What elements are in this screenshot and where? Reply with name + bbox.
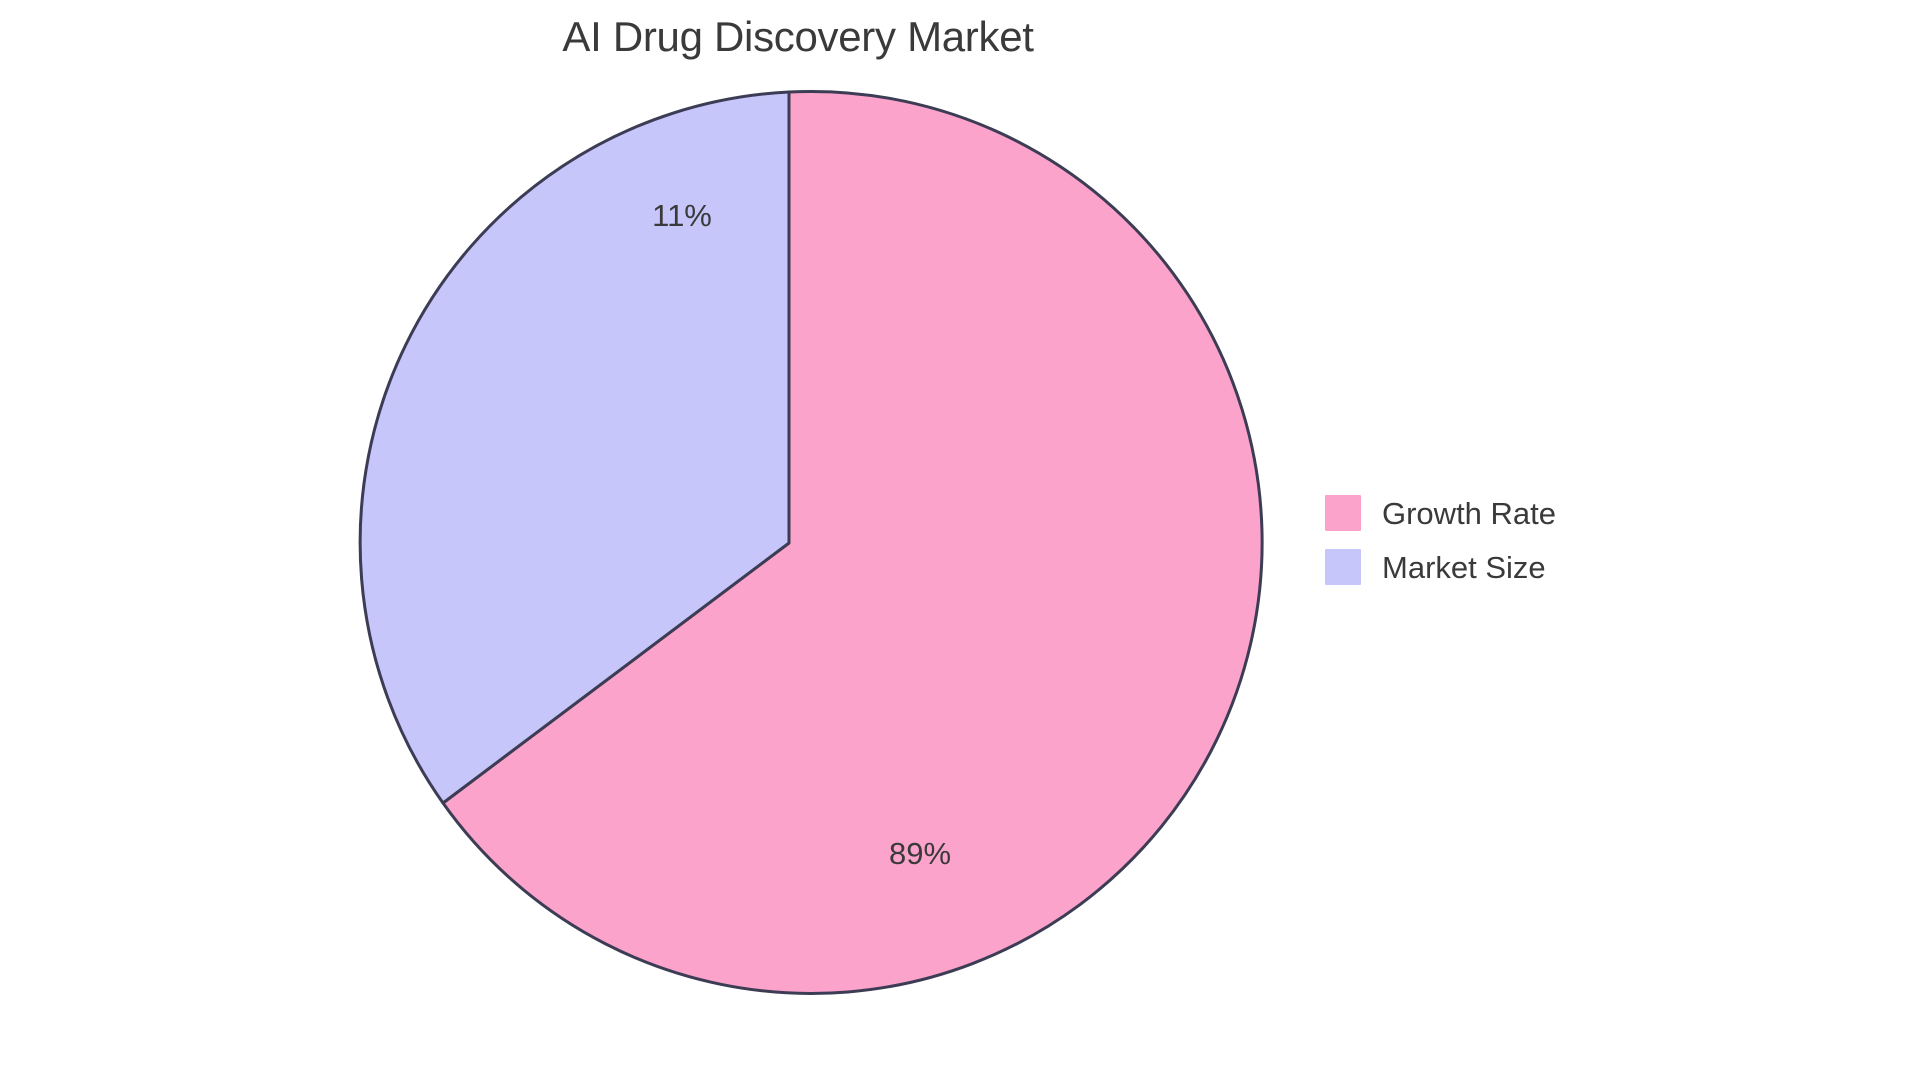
legend-label-market-size: Market Size: [1382, 549, 1546, 585]
legend-item-market-size[interactable]: Market Size: [1325, 549, 1556, 585]
slice-label-growth-rate: 89%: [889, 836, 951, 871]
pie-slice-labels: 89% 11%: [652, 198, 951, 871]
pie-slice-market-size[interactable]: [358, 90, 791, 805]
slice-label-market-size: 11%: [652, 198, 712, 233]
legend-swatch-market-size: [1325, 549, 1361, 585]
chart-legend: Growth Rate Market Size: [1325, 495, 1556, 585]
pie-slice-growth-rate[interactable]: [441, 89, 1264, 995]
pie-slices: [358, 89, 1264, 995]
legend-item-growth-rate[interactable]: Growth Rate: [1325, 495, 1556, 531]
chart-title: AI Drug Discovery Market: [562, 13, 1034, 60]
legend-swatch-growth-rate: [1325, 495, 1361, 531]
legend-label-growth-rate: Growth Rate: [1382, 495, 1557, 531]
